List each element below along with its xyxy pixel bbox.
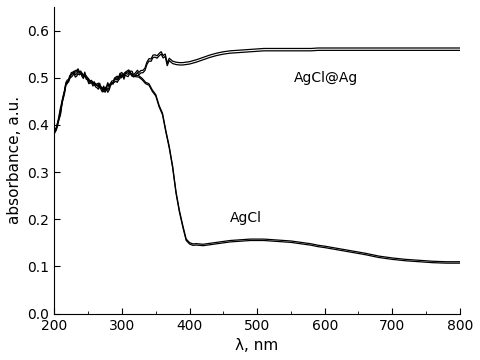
Text: AgCl@Ag: AgCl@Ag (294, 71, 359, 85)
Y-axis label: absorbance, a.u.: absorbance, a.u. (7, 96, 22, 224)
X-axis label: λ, nm: λ, nm (236, 338, 279, 353)
Text: AgCl: AgCl (230, 211, 262, 225)
